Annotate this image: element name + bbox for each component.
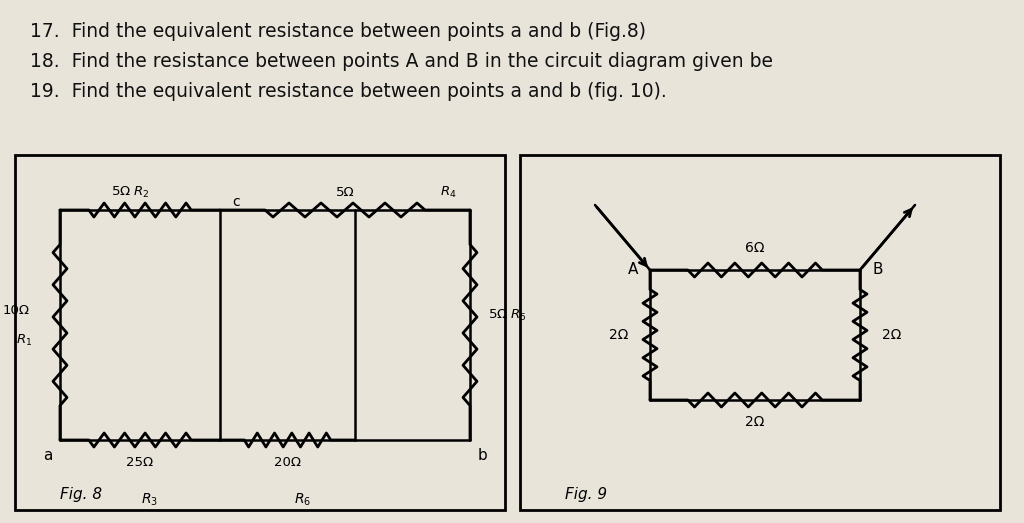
Text: 2Ω: 2Ω xyxy=(882,328,901,342)
Text: c: c xyxy=(232,195,240,209)
Text: 5Ω $R_2$: 5Ω $R_2$ xyxy=(111,185,150,200)
Text: $R_3$: $R_3$ xyxy=(141,492,159,508)
Text: 2Ω: 2Ω xyxy=(608,328,628,342)
Text: 19.  Find the equivalent resistance between points a and b (fig. 10).: 19. Find the equivalent resistance betwe… xyxy=(30,82,667,101)
Bar xyxy=(15,155,505,510)
Text: b: b xyxy=(478,448,487,463)
Bar xyxy=(520,155,1000,510)
Text: A: A xyxy=(628,263,638,278)
Text: 20Ω: 20Ω xyxy=(274,456,301,469)
Text: 6Ω: 6Ω xyxy=(745,241,765,255)
Text: Fig. 9: Fig. 9 xyxy=(565,487,607,503)
Text: a: a xyxy=(43,448,52,463)
Text: 17.  Find the equivalent resistance between points a and b (Fig.8): 17. Find the equivalent resistance betwe… xyxy=(30,22,646,41)
Text: 25Ω: 25Ω xyxy=(126,456,154,469)
Text: $R_4$: $R_4$ xyxy=(440,185,457,200)
Text: B: B xyxy=(872,263,883,278)
Text: 10Ω: 10Ω xyxy=(3,303,30,316)
Text: 2Ω: 2Ω xyxy=(745,415,765,429)
Text: 18.  Find the resistance between points A and B in the circuit diagram given be: 18. Find the resistance between points A… xyxy=(30,52,773,71)
Text: 5Ω $R_5$: 5Ω $R_5$ xyxy=(488,308,527,323)
Text: Fig. 8: Fig. 8 xyxy=(60,487,102,503)
Text: $R_6$: $R_6$ xyxy=(294,492,311,508)
Text: 5Ω: 5Ω xyxy=(336,186,354,199)
Text: $R_1$: $R_1$ xyxy=(15,333,32,348)
